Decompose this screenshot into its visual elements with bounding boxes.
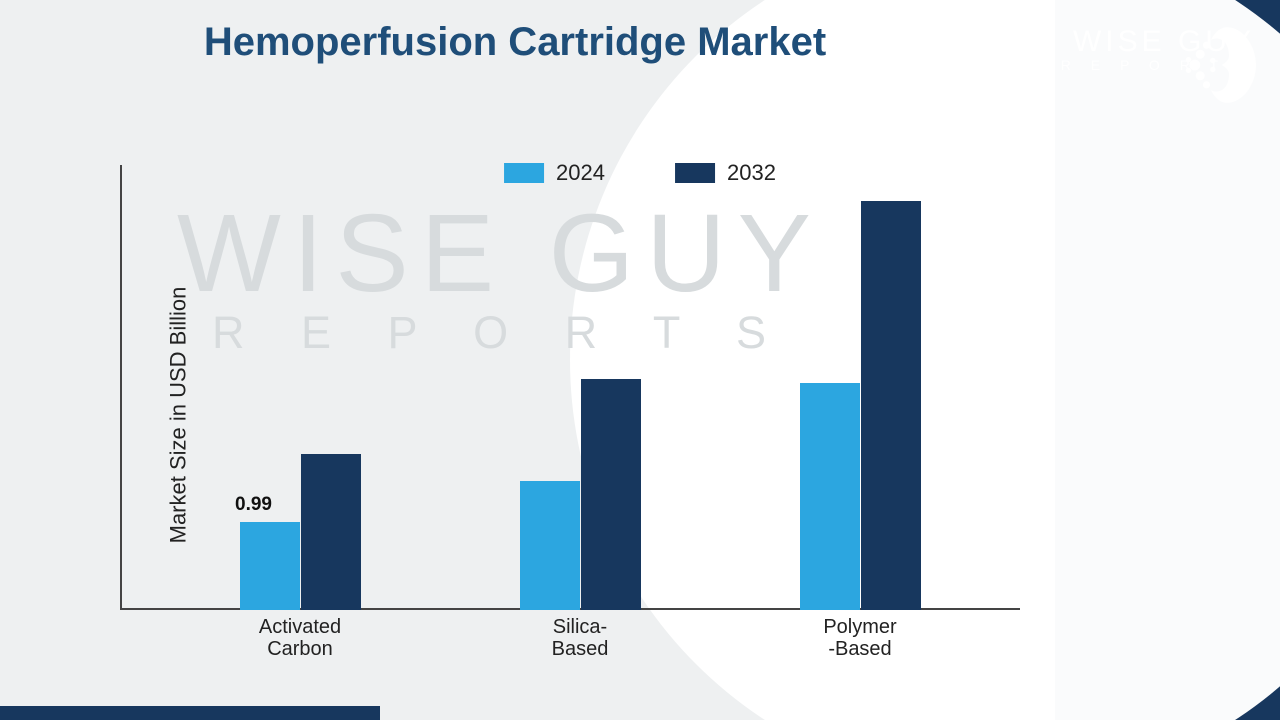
bar <box>861 201 921 610</box>
bar <box>520 481 580 610</box>
legend-swatch-icon <box>675 163 715 183</box>
bar <box>301 454 361 610</box>
x-tick-label: ActivatedCarbon <box>200 616 400 660</box>
x-tick-label: Silica-Based <box>480 616 680 660</box>
legend-item-2024: 2024 <box>504 160 605 186</box>
brand-line2: R E P O R T S <box>1061 57 1255 73</box>
value-label: 0.99 <box>235 494 272 516</box>
bar-group <box>240 454 361 610</box>
bar-group <box>520 379 641 610</box>
legend-swatch-icon <box>504 163 544 183</box>
x-tick-label: Polymer-Based <box>760 616 960 660</box>
bar-group <box>800 201 921 610</box>
brand-logo-text: WISE GUY R E P O R T S <box>1061 25 1255 73</box>
legend-label: 2032 <box>727 160 776 186</box>
bar <box>240 522 300 610</box>
bottom-accent-bar <box>0 706 380 720</box>
bar <box>581 379 641 610</box>
chart-title: Hemoperfusion Cartridge Market <box>0 20 1030 65</box>
legend-label: 2024 <box>556 160 605 186</box>
plot-area: ActivatedCarbon0.99Silica-BasedPolymer-B… <box>120 165 1020 610</box>
brand-line1: WISE GUY <box>1061 25 1255 59</box>
legend: 2024 2032 <box>504 160 776 186</box>
bar <box>800 383 860 610</box>
legend-item-2032: 2032 <box>675 160 776 186</box>
bar-chart: Market Size in USD Billion ActivatedCarb… <box>60 165 1020 665</box>
